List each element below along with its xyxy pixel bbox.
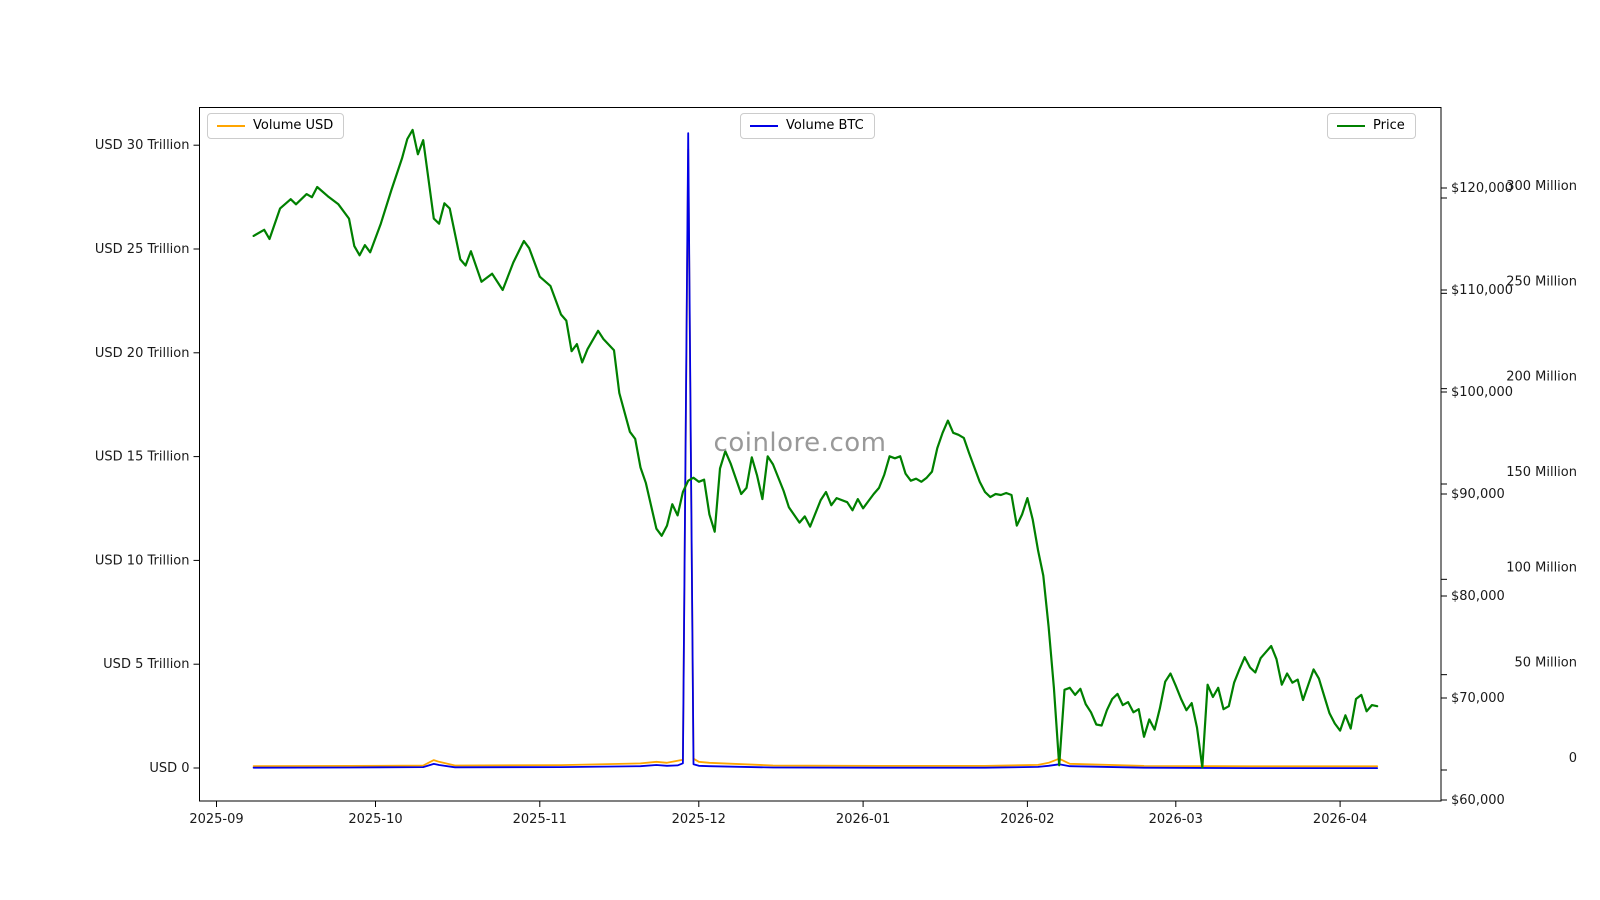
- left-axis-tick-label: USD 10 Trillion: [95, 553, 190, 568]
- x-axis-tick-label: 2025-10: [348, 812, 402, 827]
- left-axis-tick-label: USD 25 Trillion: [95, 242, 190, 257]
- legend-volume-usd-label: Volume USD: [253, 118, 334, 133]
- price-axis-tick-label: $80,000: [1451, 589, 1505, 604]
- btc-axis-tick-label: 50 Million: [1514, 656, 1577, 671]
- left-axis-tick-label: USD 30 Trillion: [95, 138, 190, 153]
- x-axis-tick-label: 2026-03: [1149, 812, 1203, 827]
- btc-axis-tick-label: 250 Million: [1506, 274, 1577, 289]
- series-line-volume-btc: [252, 132, 1379, 769]
- btc-axis-tick-label: 200 Million: [1506, 370, 1577, 385]
- x-axis-tick-label: 2026-02: [1000, 812, 1054, 827]
- legend-volume-btc-label: Volume BTC: [786, 118, 864, 133]
- price-axis-tick-label: $110,000: [1451, 283, 1513, 298]
- price-axis-tick-label: $60,000: [1451, 793, 1505, 808]
- legend-price-label: Price: [1373, 118, 1405, 133]
- x-axis-tick-label: 2026-01: [836, 812, 890, 827]
- series-line-price: [252, 128, 1379, 769]
- legend-volume-btc: Volume BTC: [740, 113, 875, 139]
- x-axis-tick-label: 2025-09: [189, 812, 243, 827]
- btc-axis-tick-label: 100 Million: [1506, 560, 1577, 575]
- btc-axis-tick-label: 0: [1569, 751, 1577, 766]
- price-axis-tick-label: $70,000: [1451, 691, 1505, 706]
- x-axis-tick-label: 2025-11: [513, 812, 567, 827]
- volume-btc-line-swatch: [750, 125, 778, 127]
- legend-volume-usd: Volume USD: [207, 113, 345, 139]
- left-axis-tick-label: USD 0: [149, 761, 189, 776]
- x-axis-tick-label: 2025-12: [672, 812, 726, 827]
- btc-axis-tick-label: 150 Million: [1506, 465, 1577, 480]
- price-line-swatch: [1337, 125, 1365, 127]
- volume-usd-line-swatch: [217, 125, 245, 127]
- watermark-text: coinlore.com: [713, 428, 887, 458]
- left-axis-tick-label: USD 5 Trillion: [103, 657, 189, 672]
- left-axis-tick-label: USD 20 Trillion: [95, 346, 190, 361]
- legend-price: Price: [1327, 113, 1416, 139]
- price-axis-tick-label: $100,000: [1451, 385, 1513, 400]
- left-axis-tick-label: USD 15 Trillion: [95, 450, 190, 465]
- price-axis-tick-label: $90,000: [1451, 487, 1505, 502]
- x-axis-tick-label: 2026-04: [1313, 812, 1367, 827]
- btc-axis-tick-label: 300 Million: [1506, 179, 1577, 194]
- price-axis-tick-label: $120,000: [1451, 181, 1513, 196]
